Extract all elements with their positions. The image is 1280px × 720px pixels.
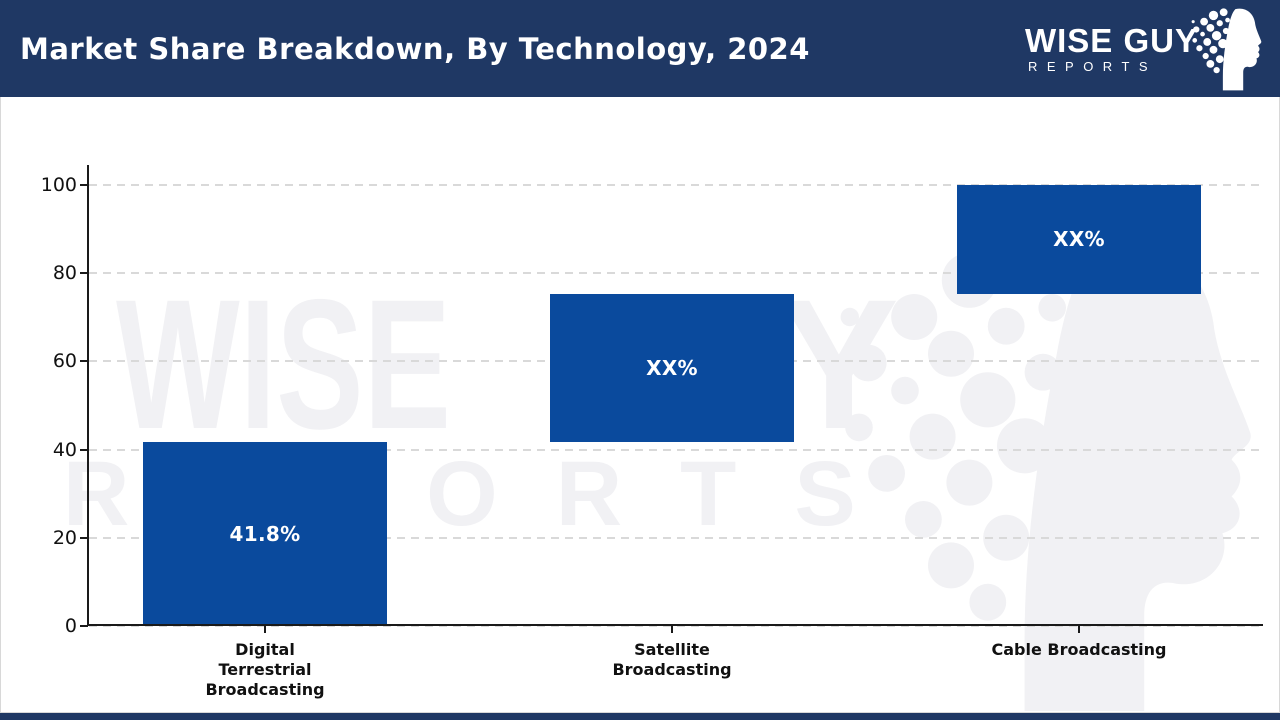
y-tick-label: 100 xyxy=(40,173,77,196)
x-tick-mark xyxy=(1078,626,1080,633)
x-category-label-line: Broadcasting xyxy=(205,680,325,699)
y-tick-label: 40 xyxy=(52,438,77,461)
gridline xyxy=(89,625,1263,627)
y-tick-mark xyxy=(80,536,88,539)
gridline xyxy=(89,536,1263,539)
footer-band xyxy=(0,713,1280,720)
y-tick-mark xyxy=(80,625,88,627)
y-tick-label: 20 xyxy=(52,526,77,549)
chart-title: Market Share Breakdown, By Technology, 2… xyxy=(20,31,810,66)
logo-primary-text: WISE GUY xyxy=(1024,22,1198,59)
bar-3: XX% xyxy=(957,184,1201,295)
watermark-head-icon xyxy=(840,238,1251,711)
y-axis-line xyxy=(87,165,89,626)
logo-text: WISE GUY REPORTS xyxy=(1025,24,1198,73)
x-category-label-line: Satellite xyxy=(634,640,710,659)
logo-head-icon xyxy=(1191,7,1262,90)
y-tick-mark xyxy=(80,183,88,186)
x-category-label-line: Terrestrial xyxy=(218,660,312,679)
y-tick-label: 80 xyxy=(52,262,77,284)
x-category-label: Satellite Broadcasting xyxy=(512,640,832,680)
header-band: Market Share Breakdown, By Technology, 2… xyxy=(0,0,1280,97)
gridline xyxy=(89,183,1263,186)
x-category-label: Cable Broadcasting xyxy=(919,640,1239,660)
chart-area: WISE G Y REPORTS xyxy=(0,97,1280,713)
y-tick-mark xyxy=(80,360,88,363)
x-axis-line xyxy=(87,624,1263,626)
x-category-label: Digital Terrestrial Broadcasting xyxy=(105,640,425,700)
gridline xyxy=(89,448,1263,451)
y-tick-label: 60 xyxy=(52,350,77,373)
x-category-label-line: Broadcasting xyxy=(612,660,732,679)
x-tick-mark xyxy=(264,626,266,633)
bar-1: 41.8% xyxy=(143,441,387,626)
gridline xyxy=(89,272,1263,274)
bar-value-label: XX% xyxy=(1053,227,1105,252)
x-category-label-line: Cable Broadcasting xyxy=(991,640,1167,659)
y-tick-mark xyxy=(80,272,88,274)
y-tick-label: 0 xyxy=(64,615,77,637)
watermark-word1: WISE xyxy=(116,262,451,468)
wise-guy-logo: WISE GUY REPORTS xyxy=(1025,4,1270,93)
x-tick-mark xyxy=(671,626,673,633)
x-category-label-line: Digital xyxy=(235,640,295,659)
bar-value-label: 41.8% xyxy=(229,521,301,546)
y-tick-mark xyxy=(80,448,88,451)
bar-2: XX% xyxy=(550,294,794,442)
logo-secondary-text: REPORTS xyxy=(1027,59,1158,74)
bar-value-label: XX% xyxy=(646,355,698,380)
